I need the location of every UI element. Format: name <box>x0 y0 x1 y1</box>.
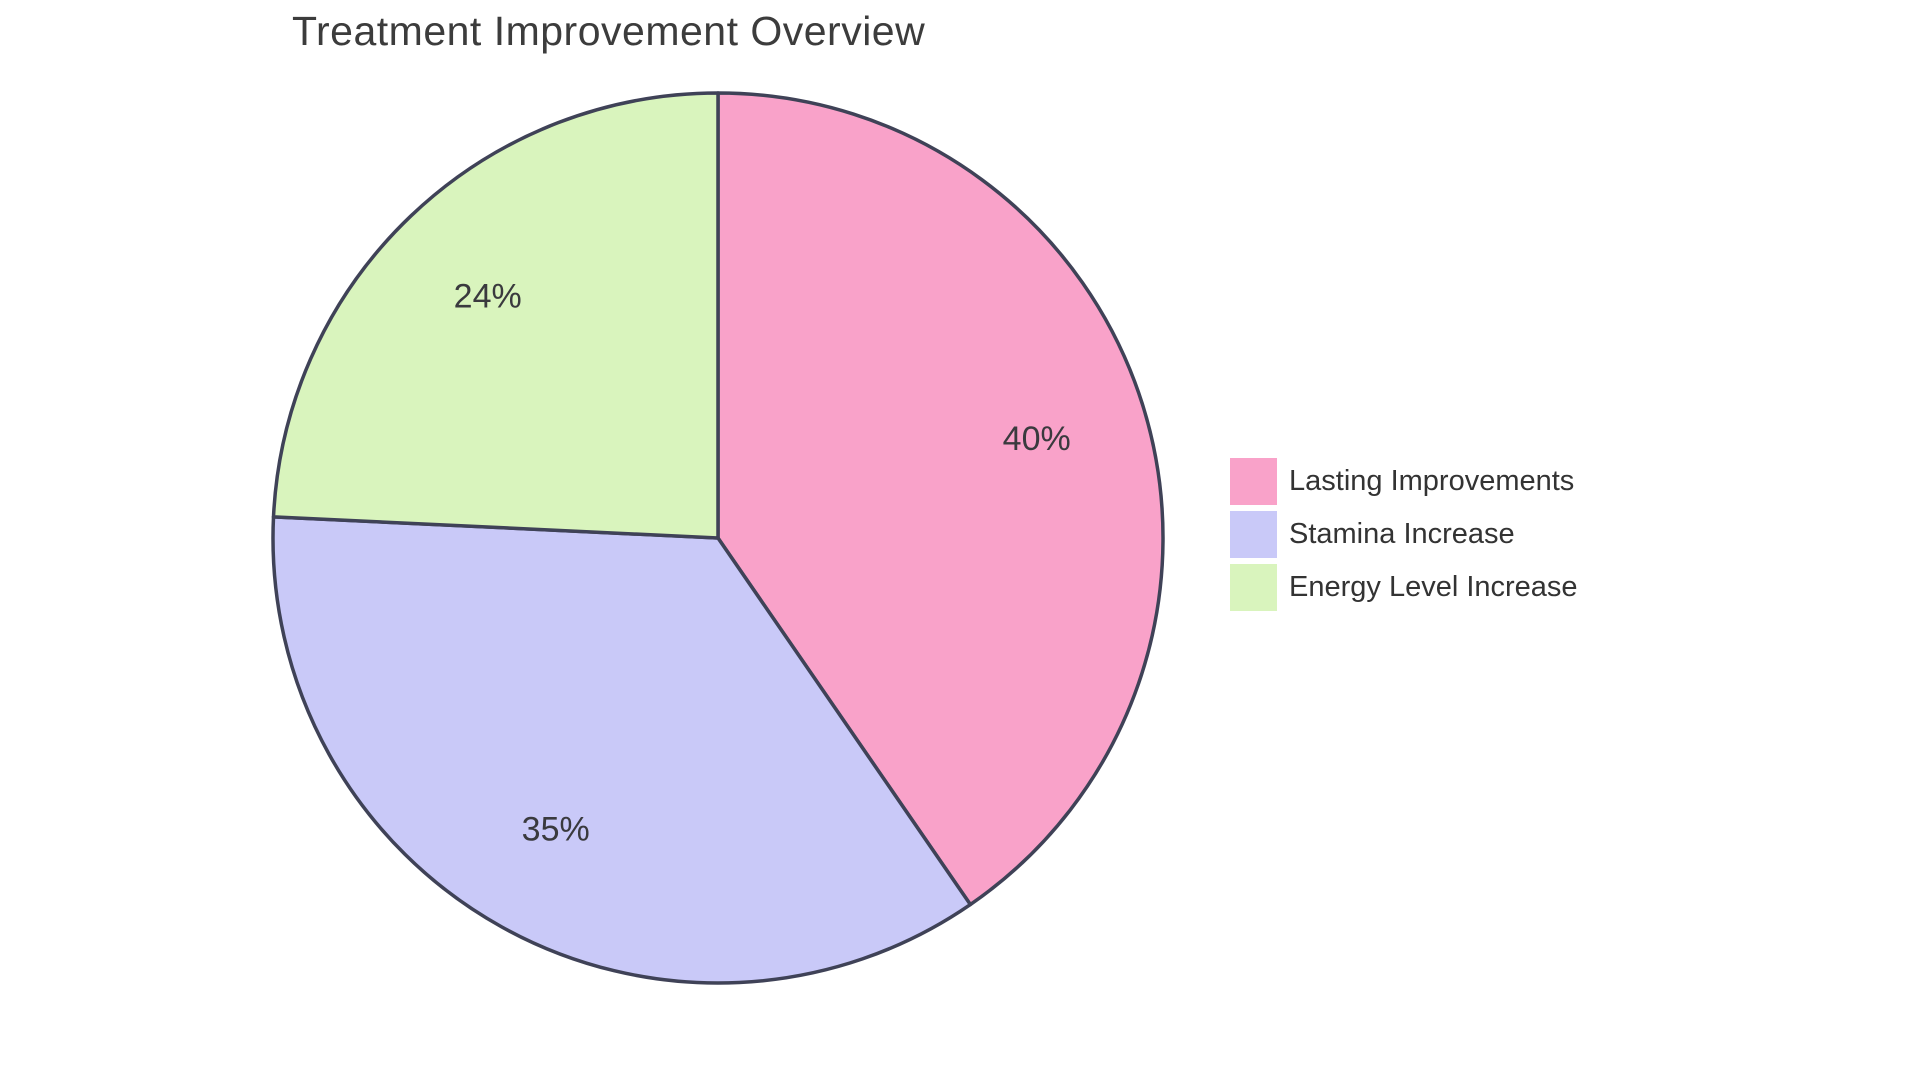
legend: Lasting Improvements Stamina Increase Ener… <box>1230 458 1578 617</box>
pie-slice-label-2: 24% <box>454 278 522 316</box>
legend-label: Stamina Increase <box>1289 518 1515 550</box>
pie-slice-1 <box>271 515 973 985</box>
legend-item-1: Stamina Increase <box>1230 511 1578 558</box>
chart-title: Treatment Improvement Overview <box>292 8 926 54</box>
legend-swatch <box>1230 564 1277 611</box>
pie-slice-2 <box>271 91 720 540</box>
pie-slice-label-0: 40% <box>1003 420 1071 458</box>
legend-label: Lasting Improvements <box>1289 465 1575 497</box>
pie-slice-label-1: 35% <box>522 811 590 849</box>
legend-label: Energy Level Increase <box>1289 571 1578 603</box>
legend-swatch <box>1230 458 1277 505</box>
pie-slice-0 <box>716 91 1165 907</box>
legend-item-2: Energy Level Increase <box>1230 564 1578 611</box>
legend-item-0: Lasting Improvements <box>1230 458 1578 505</box>
legend-swatch <box>1230 511 1277 558</box>
